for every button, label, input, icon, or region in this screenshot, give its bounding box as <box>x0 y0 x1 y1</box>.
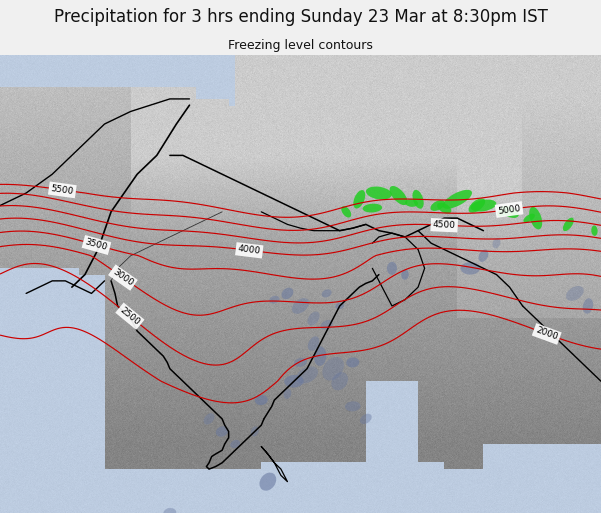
Ellipse shape <box>255 395 268 405</box>
Ellipse shape <box>460 262 480 274</box>
Ellipse shape <box>163 508 176 513</box>
Text: 4000: 4000 <box>237 245 261 256</box>
Text: Precipitation for 3 hrs ending Sunday 23 Mar at 8:30pm IST: Precipitation for 3 hrs ending Sunday 23… <box>53 8 548 26</box>
Ellipse shape <box>366 187 392 200</box>
Ellipse shape <box>292 298 309 314</box>
Ellipse shape <box>216 426 228 437</box>
Ellipse shape <box>497 207 509 216</box>
Text: 3000: 3000 <box>111 267 135 288</box>
Ellipse shape <box>492 238 501 248</box>
Ellipse shape <box>331 372 348 390</box>
Ellipse shape <box>284 389 291 399</box>
Ellipse shape <box>322 357 344 381</box>
Ellipse shape <box>442 190 472 209</box>
Ellipse shape <box>353 190 365 209</box>
Ellipse shape <box>566 286 584 301</box>
Ellipse shape <box>284 375 304 387</box>
Ellipse shape <box>308 337 319 351</box>
Text: 2000: 2000 <box>534 326 559 342</box>
Ellipse shape <box>281 288 293 299</box>
Ellipse shape <box>591 225 597 236</box>
Ellipse shape <box>478 250 488 262</box>
Text: 2500: 2500 <box>118 305 142 327</box>
Ellipse shape <box>401 269 409 280</box>
Ellipse shape <box>335 303 344 309</box>
Ellipse shape <box>346 358 359 367</box>
Text: 4500: 4500 <box>433 220 456 230</box>
Ellipse shape <box>294 358 307 367</box>
Ellipse shape <box>345 401 361 411</box>
Text: 5000: 5000 <box>497 204 521 215</box>
Ellipse shape <box>320 320 333 330</box>
Ellipse shape <box>469 199 485 213</box>
Ellipse shape <box>387 262 397 275</box>
Ellipse shape <box>583 298 593 313</box>
Ellipse shape <box>437 203 451 213</box>
Ellipse shape <box>362 204 382 212</box>
Ellipse shape <box>389 186 407 205</box>
Text: 5500: 5500 <box>50 184 75 196</box>
Ellipse shape <box>251 426 259 437</box>
Ellipse shape <box>314 346 326 366</box>
Ellipse shape <box>529 207 542 229</box>
Ellipse shape <box>405 199 418 207</box>
Ellipse shape <box>204 413 215 425</box>
Ellipse shape <box>230 440 240 448</box>
Ellipse shape <box>308 311 320 326</box>
Ellipse shape <box>269 296 279 304</box>
Ellipse shape <box>523 214 535 223</box>
Ellipse shape <box>260 472 276 491</box>
Ellipse shape <box>563 218 574 231</box>
Ellipse shape <box>430 200 445 211</box>
Text: 3500: 3500 <box>84 238 109 252</box>
Ellipse shape <box>501 206 519 218</box>
Ellipse shape <box>322 289 332 298</box>
Ellipse shape <box>360 413 372 424</box>
Ellipse shape <box>412 190 424 209</box>
Ellipse shape <box>471 200 496 212</box>
Ellipse shape <box>296 366 318 384</box>
Text: Freezing level contours: Freezing level contours <box>228 38 373 52</box>
Ellipse shape <box>341 206 351 218</box>
